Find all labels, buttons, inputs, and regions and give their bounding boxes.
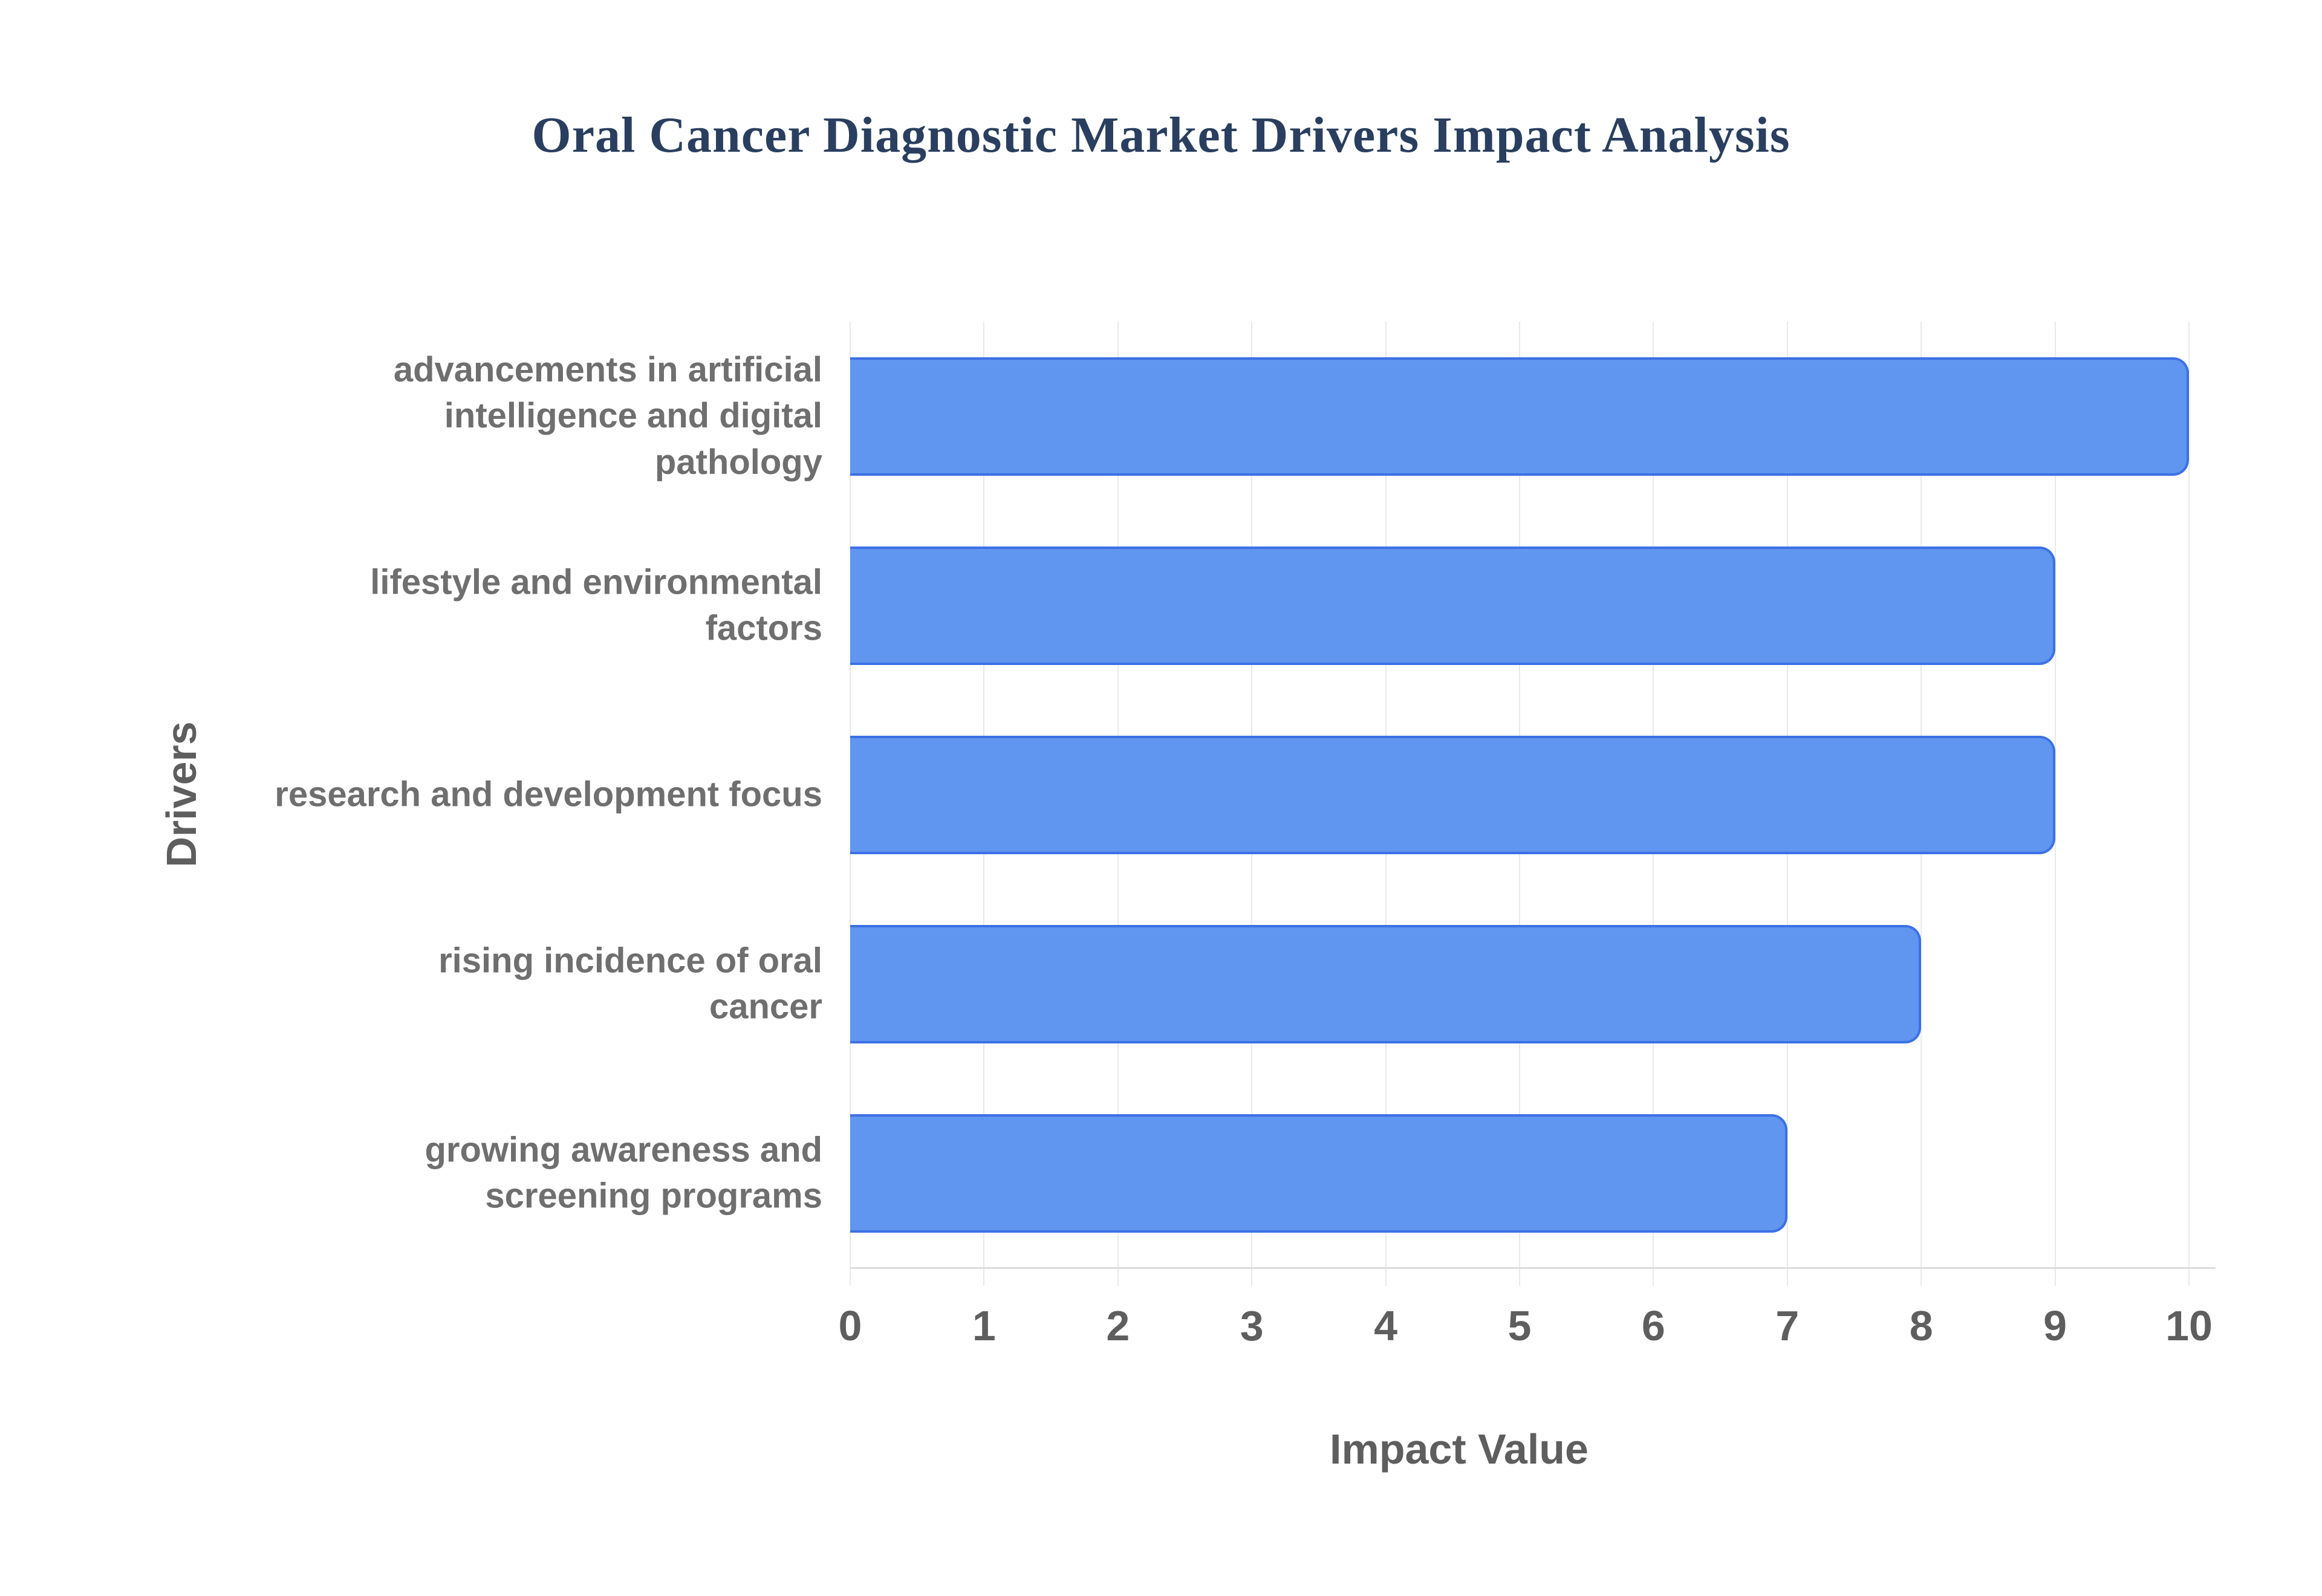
x-axis-line (850, 1267, 2216, 1269)
category-label-5: growing awareness and screening programs (424, 1129, 822, 1216)
category-label-4: rising incidence of oral cancer (438, 940, 822, 1027)
x-tick-8: 8 (1909, 1302, 1933, 1349)
x-tick-7: 7 (1775, 1302, 1800, 1349)
gridline-x-10 (2188, 322, 2190, 1286)
x-axis-title: Impact Value (1330, 1426, 1589, 1473)
plot-area (850, 322, 2190, 1286)
x-tick-1: 1 (972, 1302, 996, 1349)
bar-1 (850, 357, 2189, 476)
x-tick-5: 5 (1507, 1302, 1532, 1349)
bar-3 (850, 735, 2055, 854)
category-label-2: lifestyle and environmental factors (370, 562, 822, 648)
x-tick-3: 3 (1240, 1302, 1264, 1349)
x-tick-6: 6 (1641, 1302, 1665, 1349)
x-tick-4: 4 (1374, 1302, 1398, 1349)
bar-4 (850, 924, 1922, 1043)
x-tick-0: 0 (838, 1302, 862, 1349)
x-tick-2: 2 (1106, 1302, 1130, 1349)
bar-5 (850, 1114, 1787, 1233)
gridline-x-9 (2054, 322, 2056, 1286)
x-tick-10: 10 (2165, 1302, 2213, 1349)
chart-title: Oral Cancer Diagnostic Market Drivers Im… (532, 107, 1790, 163)
category-label-1: advancements in artificial intelligence a… (393, 349, 822, 482)
category-label-3: research and development focus (275, 774, 822, 814)
bar-2 (850, 546, 2055, 665)
x-tick-9: 9 (2043, 1302, 2067, 1349)
